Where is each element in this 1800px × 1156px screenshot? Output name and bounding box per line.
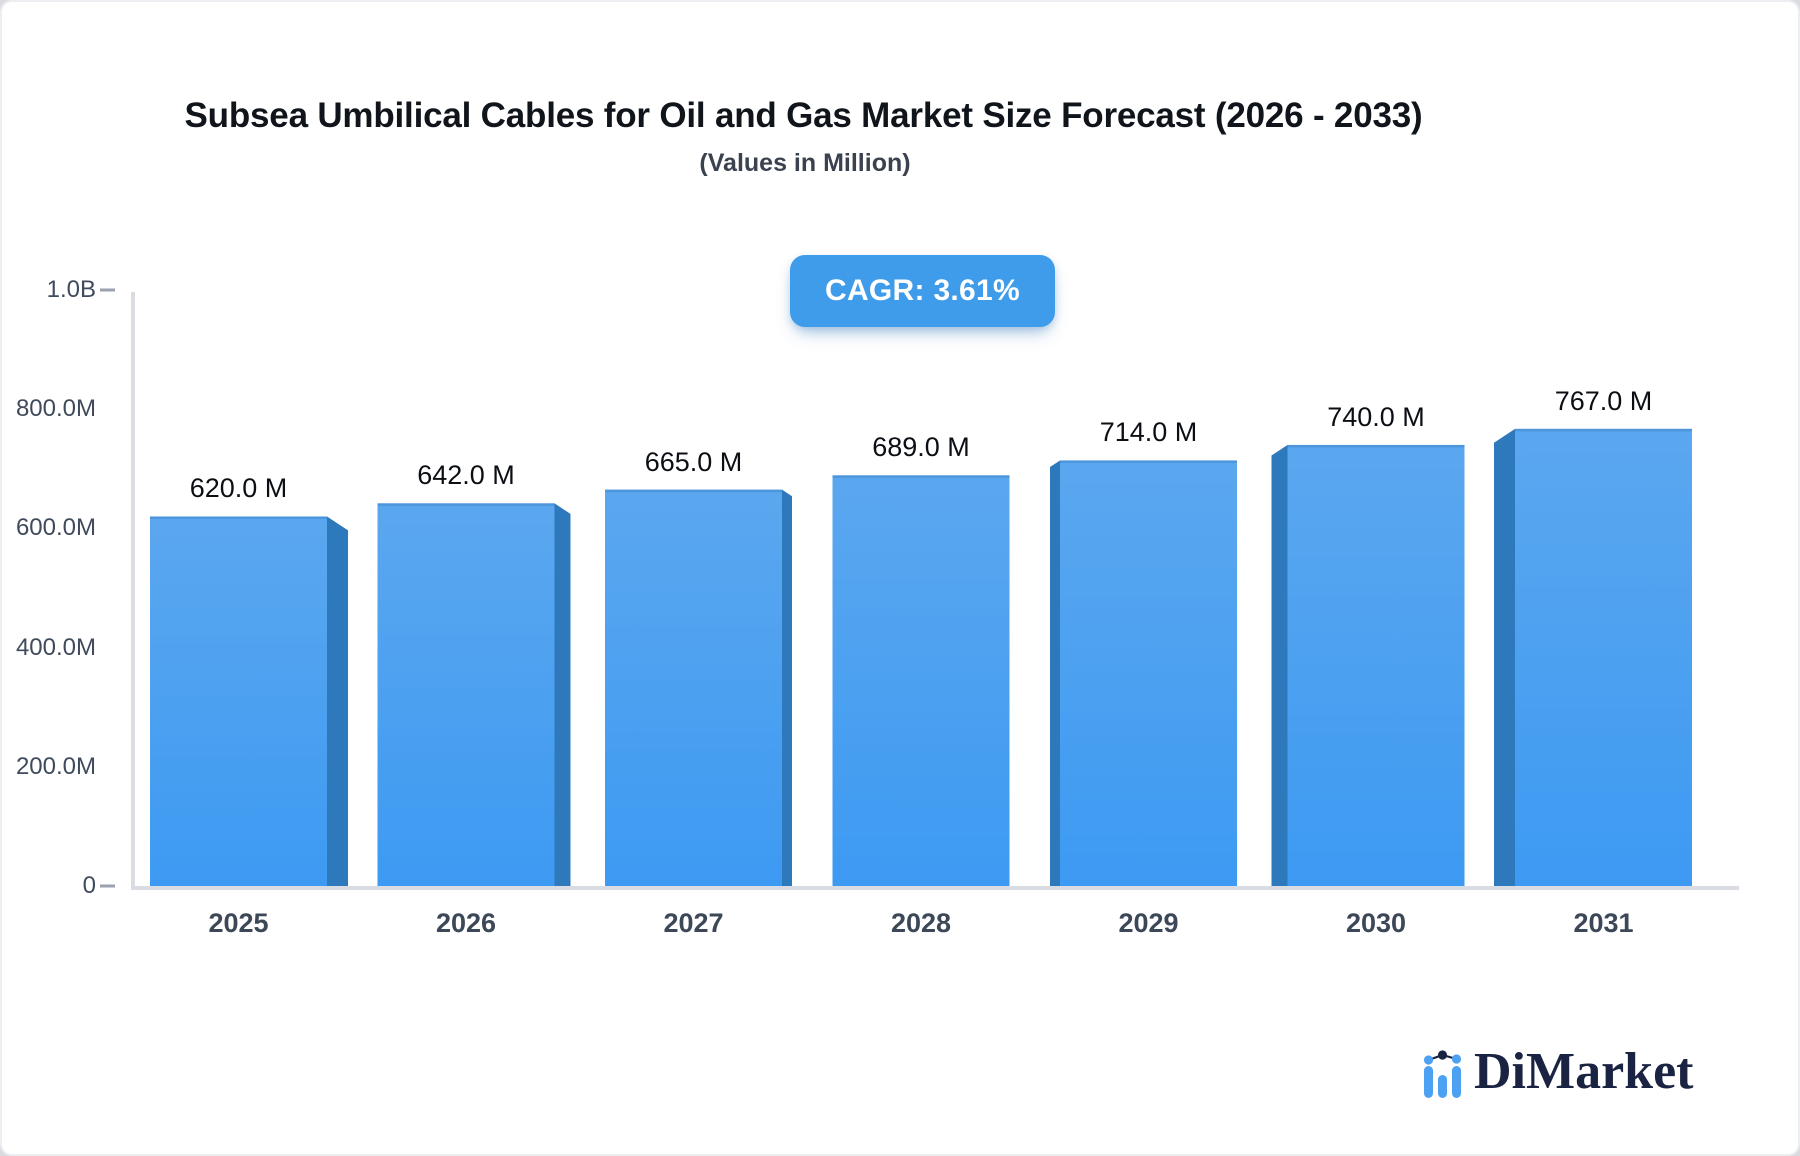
bar-top-edge	[150, 516, 327, 519]
bar-2031	[1515, 428, 1692, 886]
bar-2027	[605, 489, 782, 886]
bar-top-edge	[377, 503, 555, 506]
x-axis-label: 2028	[890, 908, 952, 938]
bar-2026	[377, 503, 555, 886]
bar-value-label: 740.0 M	[1327, 401, 1425, 432]
x-axis-label: 2029	[1118, 908, 1179, 938]
y-axis-label: 200.0M	[15, 752, 96, 780]
x-axis-line	[131, 886, 1739, 890]
cagr-badge-label: CAGR: 3.61%	[824, 274, 1021, 307]
x-axis-label: 2025	[208, 908, 269, 938]
bar-side-2027	[782, 489, 792, 886]
bar-2029	[1060, 460, 1237, 886]
bar-side-2031	[1494, 428, 1515, 886]
bar-top-edge	[832, 475, 1010, 478]
bar-side-2030	[1271, 444, 1288, 886]
y-axis-line	[131, 292, 135, 890]
bar-top-edge	[1060, 460, 1237, 463]
bar-2025	[150, 516, 327, 886]
x-axis-label: 2027	[663, 908, 724, 938]
bar-value-label: 665.0 M	[644, 446, 743, 477]
chart-subtitle: (Values in Million)	[699, 149, 911, 177]
y-axis-label: 600.0M	[15, 514, 96, 542]
dimarket-logo: DiMarket	[1420, 1036, 1693, 1100]
x-axis-label: 2030	[1345, 908, 1407, 938]
bar-value-label: 767.0 M	[1554, 385, 1653, 416]
bar-value-label: 689.0 M	[872, 432, 970, 463]
bar-2028	[832, 475, 1010, 886]
dimarket-logo-text: DiMarket	[1474, 1043, 1694, 1100]
dimarket-logo-icon	[1423, 1050, 1462, 1098]
y-axis-tick	[100, 288, 115, 292]
chart-title: Subsea Umbilical Cables for Oil and Gas …	[184, 96, 1423, 135]
y-axis-label: 800.0M	[15, 395, 96, 423]
bar-value-label: 642.0 M	[417, 460, 515, 491]
bar-side-2029	[1050, 460, 1060, 886]
cagr-badge: CAGR: 3.61%	[790, 255, 1055, 327]
bar-side-2025	[327, 516, 348, 886]
bar-side-2026	[554, 503, 571, 886]
y-axis-tick	[100, 884, 115, 888]
bar-value-label: 620.0 M	[189, 473, 288, 504]
y-axis-label: 1.0B	[46, 276, 96, 303]
x-axis-label: 2026	[435, 908, 497, 938]
bar-top-edge	[1515, 428, 1692, 432]
x-axis-label: 2031	[1573, 908, 1634, 938]
bar-2030	[1287, 444, 1465, 886]
bar-value-label: 714.0 M	[1099, 417, 1198, 448]
bar-top-edge	[605, 489, 782, 493]
y-axis-label: 400.0M	[15, 633, 96, 661]
bar-top-edge	[1287, 444, 1465, 448]
y-axis-label: 0	[82, 872, 96, 899]
